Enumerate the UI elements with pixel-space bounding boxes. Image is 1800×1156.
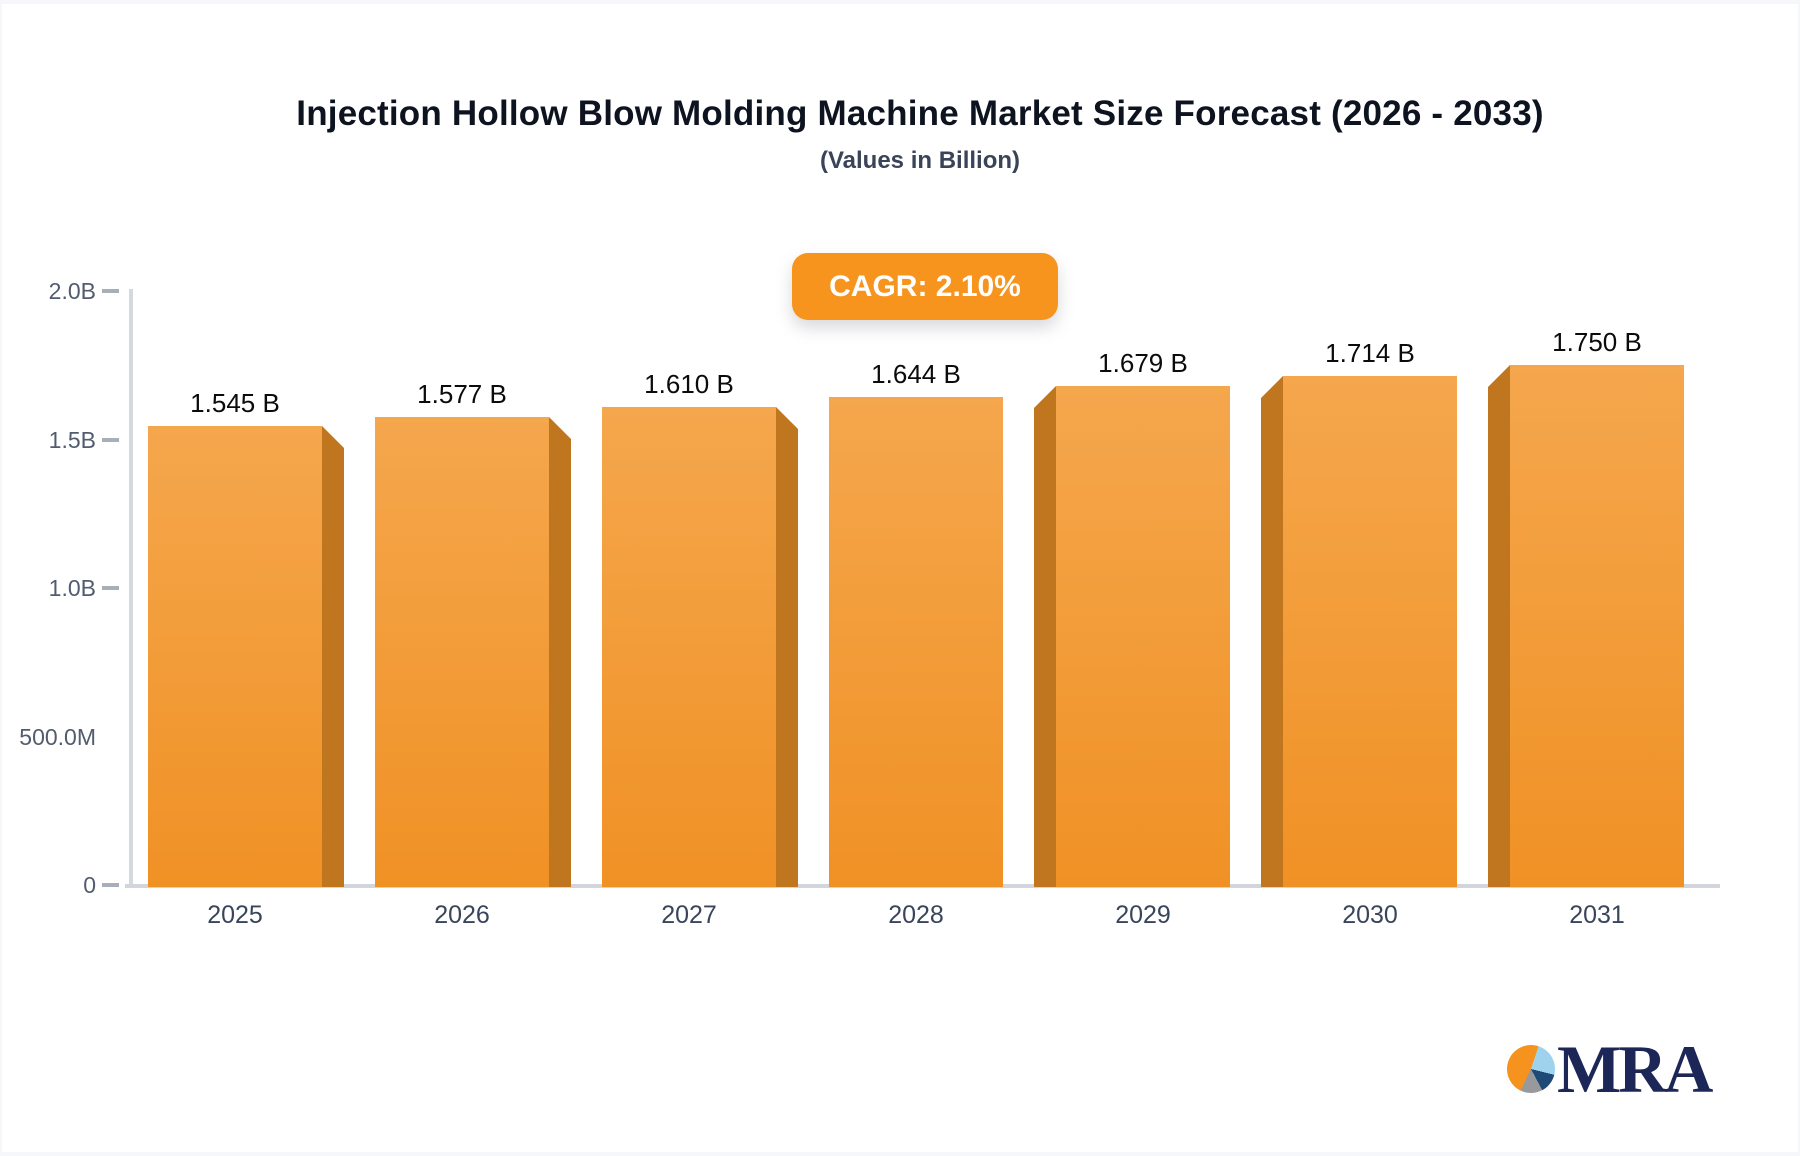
x-axis-label: 2030 [1342, 901, 1398, 929]
mra-logo-text: MRA [1557, 1031, 1713, 1107]
bar-3d-side [1034, 386, 1056, 887]
bar-value-label: 1.644 B [871, 359, 961, 389]
y-axis-tick-mark [102, 883, 119, 887]
y-axis-label: 2.0B [48, 278, 96, 304]
x-axis-label: 2028 [888, 901, 944, 929]
bar-2027 [602, 407, 776, 887]
y-axis-label: 0 [83, 872, 96, 898]
y-axis-tick-mark [102, 437, 119, 442]
mra-logo: MRA [1507, 1031, 1713, 1107]
y-axis-tick-mark [102, 586, 119, 590]
bar-3d-side [776, 407, 798, 887]
x-axis-label: 2031 [1569, 901, 1625, 929]
bar-3d-side [1488, 365, 1510, 887]
y-axis-tick-mark [102, 289, 119, 293]
bar-3d-side [322, 426, 344, 887]
bar-2029 [1056, 386, 1230, 887]
x-axis-label: 2025 [207, 901, 263, 929]
y-axis-label: 1.0B [48, 575, 96, 601]
bar-2031 [1510, 365, 1684, 887]
bar-value-label: 1.577 B [417, 379, 507, 409]
bar-value-label: 1.679 B [1098, 348, 1188, 378]
bar-3d-side [549, 417, 571, 887]
bar-value-label: 1.610 B [644, 369, 734, 399]
chart-subtitle: (Values in Billion) [819, 147, 1021, 174]
bar-2026 [375, 417, 549, 887]
chart-title: Injection Hollow Blow Molding Machine Ma… [296, 94, 1544, 133]
x-axis-label: 2026 [434, 901, 490, 929]
pie-chart-icon [1507, 1045, 1555, 1093]
bar-value-label: 1.714 B [1325, 338, 1415, 368]
bar-3d-side [1261, 376, 1283, 887]
y-axis-line [129, 289, 133, 887]
x-axis-label: 2029 [1115, 901, 1171, 929]
bar-value-label: 1.750 B [1552, 327, 1642, 357]
bar-2025 [148, 426, 322, 887]
bar-2030 [1283, 376, 1457, 887]
bar-2028 [829, 397, 1003, 887]
x-axis-label: 2027 [661, 901, 717, 929]
y-axis-label: 1.5B [48, 426, 96, 453]
y-axis-label: 500.0M [19, 723, 96, 750]
bar-value-label: 1.545 B [190, 388, 280, 418]
cagr-badge: CAGR: 2.10% [792, 253, 1058, 320]
